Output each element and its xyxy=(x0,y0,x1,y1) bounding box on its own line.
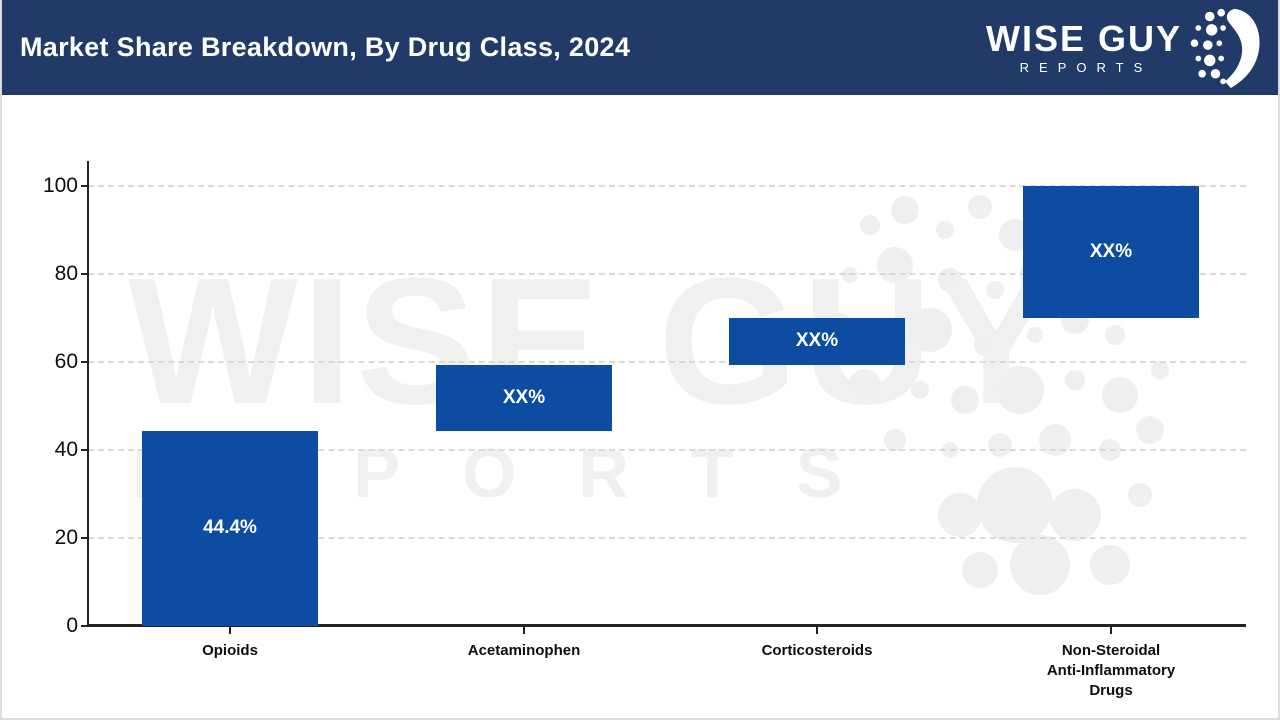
bar-value-label-1: 44.4% xyxy=(203,517,257,539)
y-axis-label-100: 100 xyxy=(42,174,78,197)
bar-value-label-3: XX% xyxy=(795,330,839,352)
header-bar: Market Share Breakdown, By Drug Class, 2… xyxy=(0,0,1280,95)
gridline-40 xyxy=(88,449,1246,451)
x-axis-tick-1 xyxy=(229,627,231,634)
y-axis-label-80: 80 xyxy=(54,262,78,285)
bar-2: XX% xyxy=(436,364,612,431)
y-axis-line xyxy=(87,161,89,626)
category-label-2: Acetaminophen xyxy=(467,642,581,659)
chart-title: Market Share Breakdown, By Drug Class, 2… xyxy=(20,32,631,62)
y-axis-label-0: 0 xyxy=(66,614,78,637)
gridline-60 xyxy=(88,361,1246,363)
bar-value-label-4: XX% xyxy=(1089,241,1133,262)
x-axis-tick-3 xyxy=(816,627,818,634)
y-axis-tick-100 xyxy=(81,185,88,187)
y-axis-label-40: 40 xyxy=(54,438,78,461)
x-axis-tick-2 xyxy=(523,627,525,634)
y-axis-tick-40 xyxy=(81,449,88,451)
category-label-3: Corticosteroids xyxy=(761,642,873,659)
bar-3: XX% xyxy=(729,318,905,365)
wiseguy-reports-logo: WISE GUY REPORTS xyxy=(986,7,1264,89)
y-axis-label-60: 60 xyxy=(54,350,78,373)
wiseguy-face-icon xyxy=(1190,8,1260,88)
category-label-4: Non-Steroidal Anti-Inflammatory Drugs xyxy=(1046,642,1176,699)
logo-reports-label: REPORTS xyxy=(1019,59,1153,75)
y-axis-tick-0 xyxy=(81,625,88,627)
gridline-100 xyxy=(88,185,1246,187)
bar-4: XX% xyxy=(1023,186,1199,318)
x-axis-tick-4 xyxy=(1110,627,1112,634)
y-axis-tick-60 xyxy=(81,361,88,363)
x-axis-line xyxy=(88,624,1246,627)
logo-text: WISE GUY REPORTS xyxy=(985,17,1182,75)
bar-1: 44.4% xyxy=(142,430,318,626)
gridline-20 xyxy=(88,537,1246,539)
y-axis-tick-80 xyxy=(81,273,88,275)
category-label-1: Opioids xyxy=(202,642,258,659)
y-axis-tick-20 xyxy=(81,537,88,539)
y-axis-label-20: 20 xyxy=(54,526,78,549)
gridline-80 xyxy=(88,273,1246,275)
logo-wiseguy-label: WISE GUY xyxy=(985,17,1182,59)
bar-value-label-2: XX% xyxy=(502,386,546,408)
